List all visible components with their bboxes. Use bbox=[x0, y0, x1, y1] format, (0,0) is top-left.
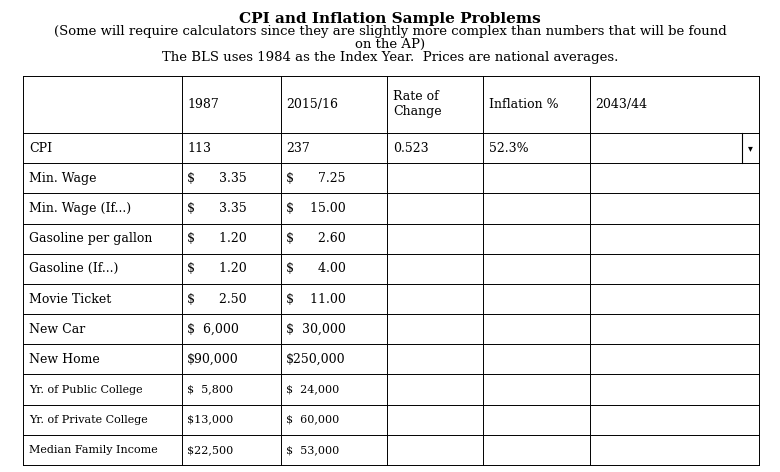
Text: $      3.35: $ 3.35 bbox=[187, 172, 246, 185]
Text: $  5,800: $ 5,800 bbox=[187, 385, 233, 395]
Text: 113: 113 bbox=[187, 142, 211, 155]
Text: $      2.50: $ 2.50 bbox=[187, 293, 246, 305]
Text: Movie Ticket: Movie Ticket bbox=[29, 293, 111, 305]
Text: 52.3%: 52.3% bbox=[488, 142, 528, 155]
Text: Gasoline per gallon: Gasoline per gallon bbox=[29, 232, 152, 245]
Text: $      1.20: $ 1.20 bbox=[187, 262, 246, 275]
Text: $  53,000: $ 53,000 bbox=[286, 445, 339, 455]
Text: New Home: New Home bbox=[29, 353, 100, 366]
Text: Inflation %: Inflation % bbox=[488, 98, 558, 111]
Text: Min. Wage: Min. Wage bbox=[29, 172, 97, 185]
Text: Yr. of Public College: Yr. of Public College bbox=[29, 385, 143, 395]
Text: $  60,000: $ 60,000 bbox=[286, 415, 339, 425]
Text: CPI and Inflation Sample Problems: CPI and Inflation Sample Problems bbox=[239, 12, 541, 26]
Text: 2043/44: 2043/44 bbox=[595, 98, 647, 111]
Text: 2015/16: 2015/16 bbox=[286, 98, 339, 111]
Text: $      4.00: $ 4.00 bbox=[286, 262, 346, 275]
Text: $    15.00: $ 15.00 bbox=[286, 202, 346, 215]
Text: on the AP): on the AP) bbox=[355, 38, 425, 51]
Text: $22,500: $22,500 bbox=[187, 445, 233, 455]
Text: Min. Wage (If...): Min. Wage (If...) bbox=[29, 202, 131, 215]
Text: CPI: CPI bbox=[29, 142, 52, 155]
Text: $250,000: $250,000 bbox=[286, 353, 346, 366]
Text: New Car: New Car bbox=[29, 323, 85, 336]
Text: $      1.20: $ 1.20 bbox=[187, 232, 246, 245]
Text: Yr. of Private College: Yr. of Private College bbox=[29, 415, 147, 425]
Text: $13,000: $13,000 bbox=[187, 415, 233, 425]
Text: $      3.35: $ 3.35 bbox=[187, 202, 246, 215]
Text: 0.523: 0.523 bbox=[393, 142, 428, 155]
Text: Gasoline (If...): Gasoline (If...) bbox=[29, 262, 119, 275]
Text: $  30,000: $ 30,000 bbox=[286, 323, 346, 336]
Text: 1987: 1987 bbox=[187, 98, 218, 111]
Text: $90,000: $90,000 bbox=[187, 353, 239, 366]
Text: $  24,000: $ 24,000 bbox=[286, 385, 339, 395]
Text: (Some will require calculators since they are slightly more complex than numbers: (Some will require calculators since the… bbox=[54, 25, 726, 38]
Text: $  6,000: $ 6,000 bbox=[187, 323, 239, 336]
Text: 237: 237 bbox=[286, 142, 310, 155]
Text: The BLS uses 1984 as the Index Year.  Prices are national averages.: The BLS uses 1984 as the Index Year. Pri… bbox=[161, 51, 619, 64]
Text: $      2.60: $ 2.60 bbox=[286, 232, 346, 245]
Text: Median Family Income: Median Family Income bbox=[29, 445, 158, 455]
Text: $      7.25: $ 7.25 bbox=[286, 172, 346, 185]
Text: ▾: ▾ bbox=[748, 143, 753, 153]
Text: Rate of
Change: Rate of Change bbox=[393, 90, 441, 118]
Text: $    11.00: $ 11.00 bbox=[286, 293, 346, 305]
